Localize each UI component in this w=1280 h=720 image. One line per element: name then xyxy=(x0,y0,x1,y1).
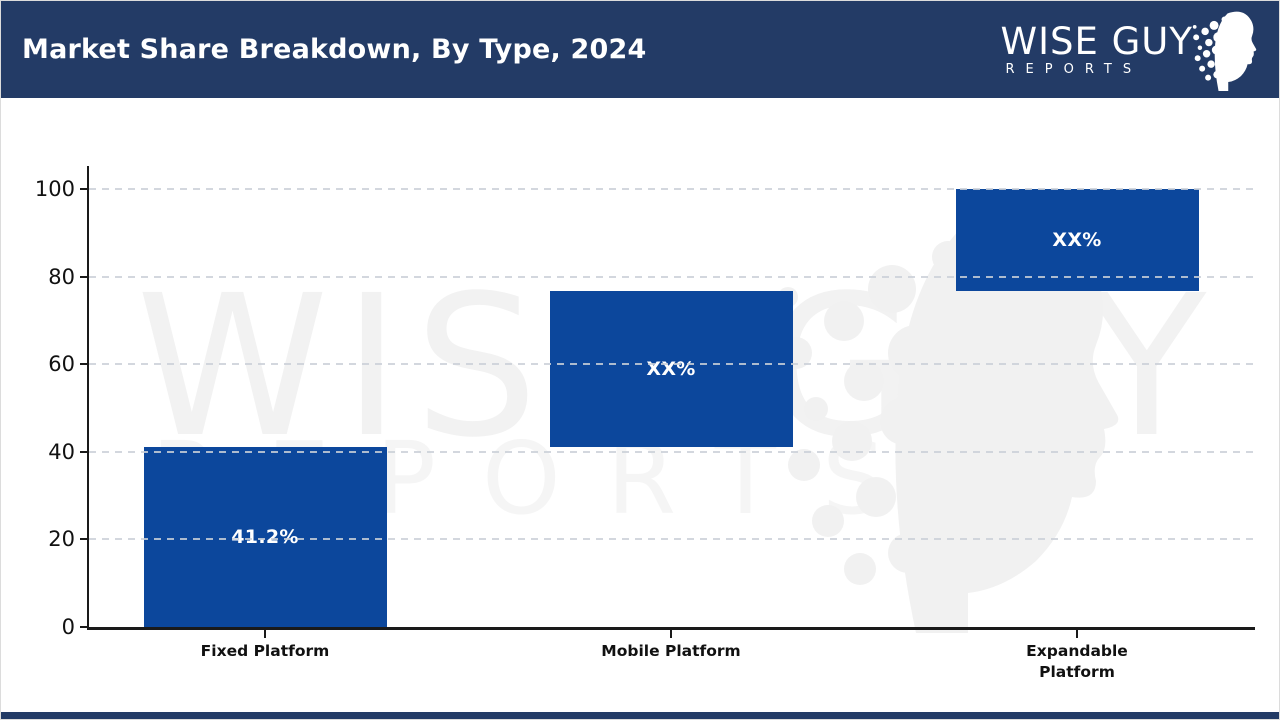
y-tick-0 xyxy=(80,626,87,628)
bar-value-label-expandable-platform: XX% xyxy=(1052,228,1102,251)
y-tick-40 xyxy=(80,450,87,453)
y-tick-label-40: 40 xyxy=(48,439,75,464)
y-tick-label-80: 80 xyxy=(48,264,75,289)
logo-brand-top: WISE GUY xyxy=(1000,20,1193,63)
y-axis-line xyxy=(87,166,89,630)
x-tick-mobile-platform xyxy=(670,630,672,638)
bar-value-label-fixed-platform: 41.2% xyxy=(231,525,299,548)
footer-bar xyxy=(1,712,1279,719)
x-tick-label-fixed-platform: Fixed Platform xyxy=(200,642,330,660)
y-tick-60 xyxy=(80,363,87,366)
wiseguy-logo: WISE GUY REPORTS xyxy=(1001,9,1265,91)
y-tick-label-0: 0 xyxy=(61,615,75,639)
logo-brand-bottom: REPORTS xyxy=(1005,62,1143,77)
bar-fixed-platform: 41.2% xyxy=(143,446,387,627)
x-tick-label-expandable-platform: Expandable Platform xyxy=(1026,642,1128,681)
gridline-60 xyxy=(89,363,1255,366)
gridline-100 xyxy=(89,188,1255,190)
header-band: Market Share Breakdown, By Type, 2024 WI… xyxy=(1,1,1279,98)
x-tick-fixed-platform xyxy=(264,630,266,638)
chart-title: Market Share Breakdown, By Type, 2024 xyxy=(22,34,647,65)
wiseguy-logo-text: WISE GUY REPORTS xyxy=(1001,23,1193,76)
x-tick-expandable-platform xyxy=(1076,630,1078,638)
x-tick-label-mobile-platform: Mobile Platform xyxy=(601,642,741,660)
y-tick-label-60: 60 xyxy=(48,352,75,377)
y-tick-label-100: 100 xyxy=(34,177,75,201)
y-tick-20 xyxy=(80,538,87,541)
bar-mobile-platform: XX% xyxy=(549,290,793,447)
y-tick-80 xyxy=(80,275,87,278)
gridline-40 xyxy=(89,450,1255,453)
gridline-80 xyxy=(89,275,1255,278)
y-tick-label-20: 20 xyxy=(48,527,75,552)
bar-value-label-mobile-platform: XX% xyxy=(646,357,696,380)
wiseguy-face-icon xyxy=(1192,11,1257,91)
x-axis-line xyxy=(87,627,1255,630)
y-tick-100 xyxy=(80,188,87,190)
gridline-20 xyxy=(89,538,1255,541)
